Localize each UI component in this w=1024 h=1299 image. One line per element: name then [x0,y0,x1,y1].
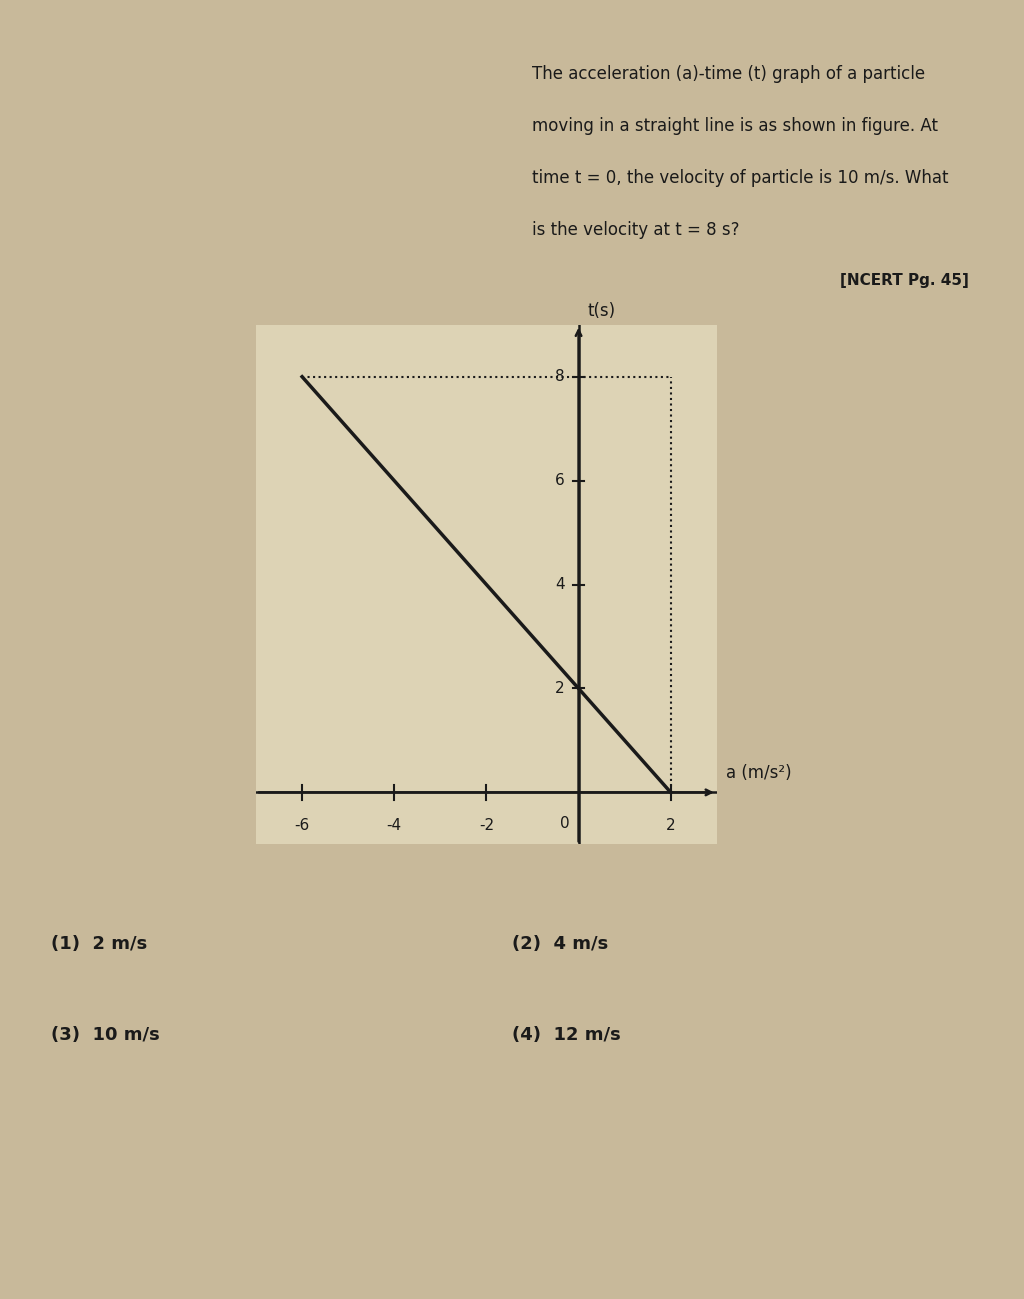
Text: -4: -4 [387,818,401,834]
Text: time t = 0, the velocity of particle is 10 m/s. What: time t = 0, the velocity of particle is … [532,169,949,187]
Text: (3)  10 m/s: (3) 10 m/s [51,1026,160,1044]
Text: 2: 2 [666,818,676,834]
Text: -2: -2 [479,818,494,834]
Text: moving in a straight line is as shown in figure. At: moving in a straight line is as shown in… [532,117,938,135]
Text: t(s): t(s) [588,301,615,320]
Text: (2)  4 m/s: (2) 4 m/s [512,935,608,953]
Text: 6: 6 [555,473,565,488]
Text: [NCERT Pg. 45]: [NCERT Pg. 45] [840,273,969,288]
Text: 8: 8 [555,369,565,385]
Text: is the velocity at t = 8 s?: is the velocity at t = 8 s? [532,221,740,239]
Text: 0: 0 [560,816,569,831]
Text: (4)  12 m/s: (4) 12 m/s [512,1026,621,1044]
Text: 2: 2 [555,681,565,696]
Text: -6: -6 [295,818,309,834]
Text: (1)  2 m/s: (1) 2 m/s [51,935,147,953]
Text: a (m/s²): a (m/s²) [726,764,792,782]
Text: The acceleration (a)-time (t) graph of a particle: The acceleration (a)-time (t) graph of a… [532,65,926,83]
Text: 4: 4 [555,577,565,592]
